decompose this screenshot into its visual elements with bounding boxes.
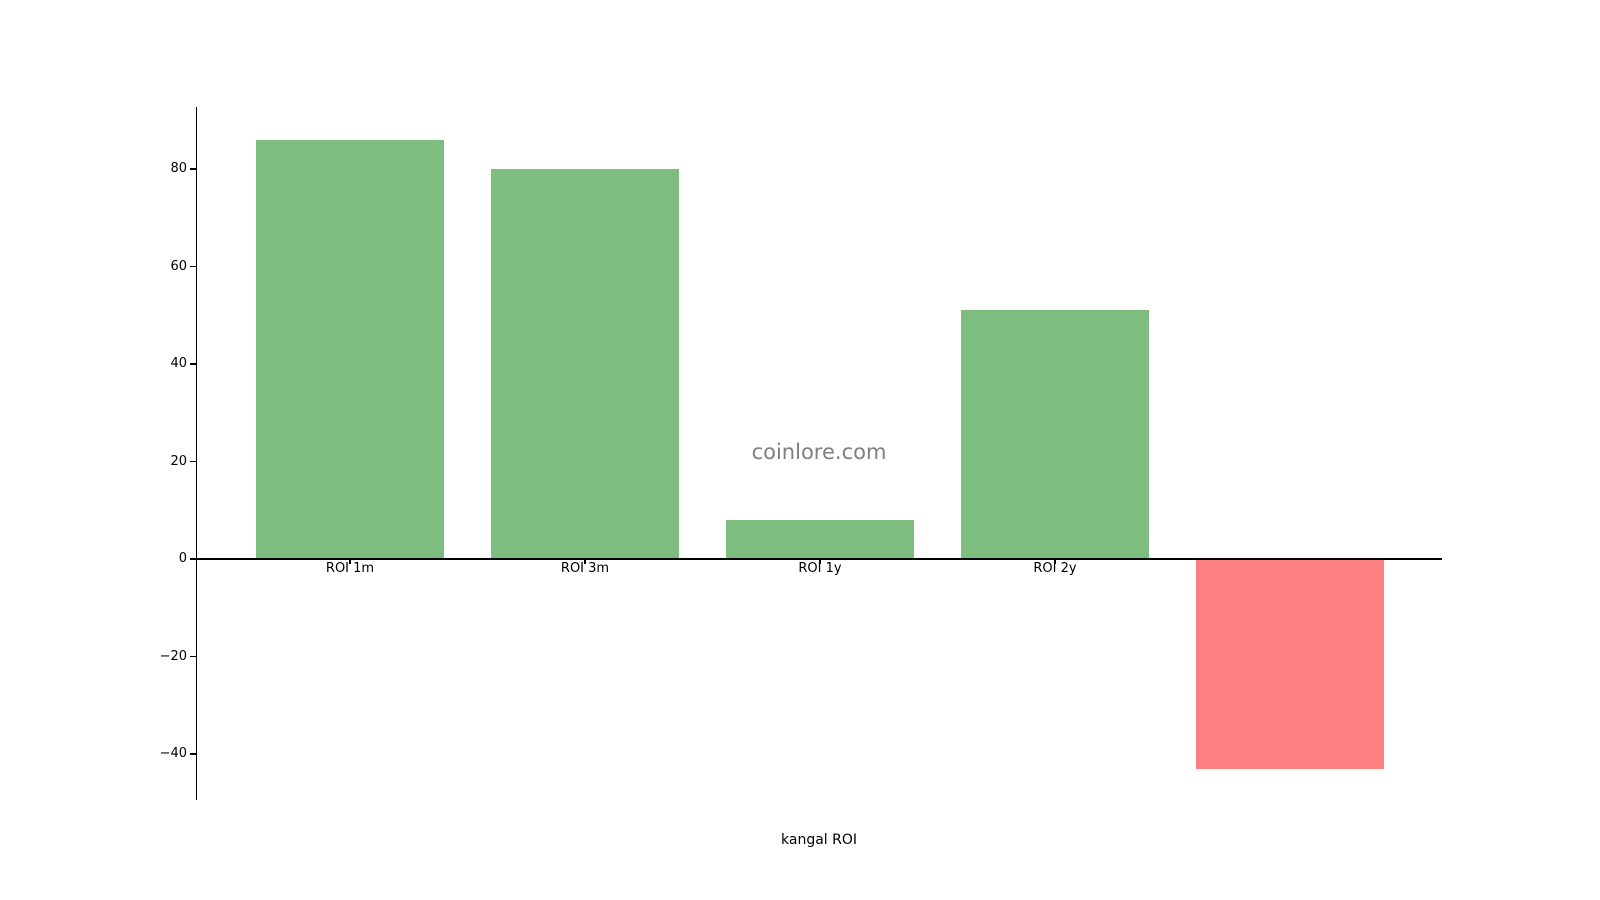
y-axis-tick bbox=[190, 558, 196, 560]
x-axis-tick-label: ROI 1y bbox=[798, 561, 842, 576]
x-axis-tick bbox=[584, 559, 586, 564]
y-axis-tick-label: 20 bbox=[170, 453, 187, 469]
y-axis-tick-label: 60 bbox=[170, 258, 187, 274]
y-axis-tick-label: −40 bbox=[159, 746, 187, 761]
bar-roi-1m bbox=[256, 139, 444, 559]
y-axis-tick bbox=[190, 168, 196, 170]
y-axis-tick bbox=[190, 265, 196, 268]
watermark: coinlore.com bbox=[751, 440, 887, 464]
y-axis-tick-label: 80 bbox=[170, 161, 187, 176]
y-axis-tick bbox=[190, 363, 196, 365]
x-axis-zero-line bbox=[195, 558, 1442, 560]
y-axis-tick-label: 0 bbox=[178, 551, 187, 566]
bar-roi-1y bbox=[726, 520, 914, 559]
x-axis-tick-label: ROI 2y bbox=[1033, 561, 1077, 576]
y-axis-tick bbox=[190, 460, 196, 463]
x-axis-tick-label: ROI 3m bbox=[560, 561, 610, 576]
bar-roi-3m bbox=[491, 169, 679, 559]
y-axis-tick-label: 40 bbox=[170, 356, 187, 371]
y-axis-spine bbox=[195, 107, 197, 800]
bar-unlabeled-5 bbox=[1196, 559, 1384, 770]
x-axis-title: kangal ROI bbox=[781, 832, 857, 848]
y-axis-tick bbox=[190, 655, 196, 658]
x-axis-tick bbox=[819, 559, 821, 564]
x-axis-tick bbox=[1054, 559, 1056, 564]
y-axis-tick-label: −20 bbox=[159, 648, 187, 664]
bar-roi-2y bbox=[961, 310, 1149, 559]
x-axis-tick-label: ROI 1m bbox=[325, 561, 375, 576]
x-axis-tick bbox=[349, 559, 351, 564]
y-axis-tick bbox=[190, 753, 196, 755]
